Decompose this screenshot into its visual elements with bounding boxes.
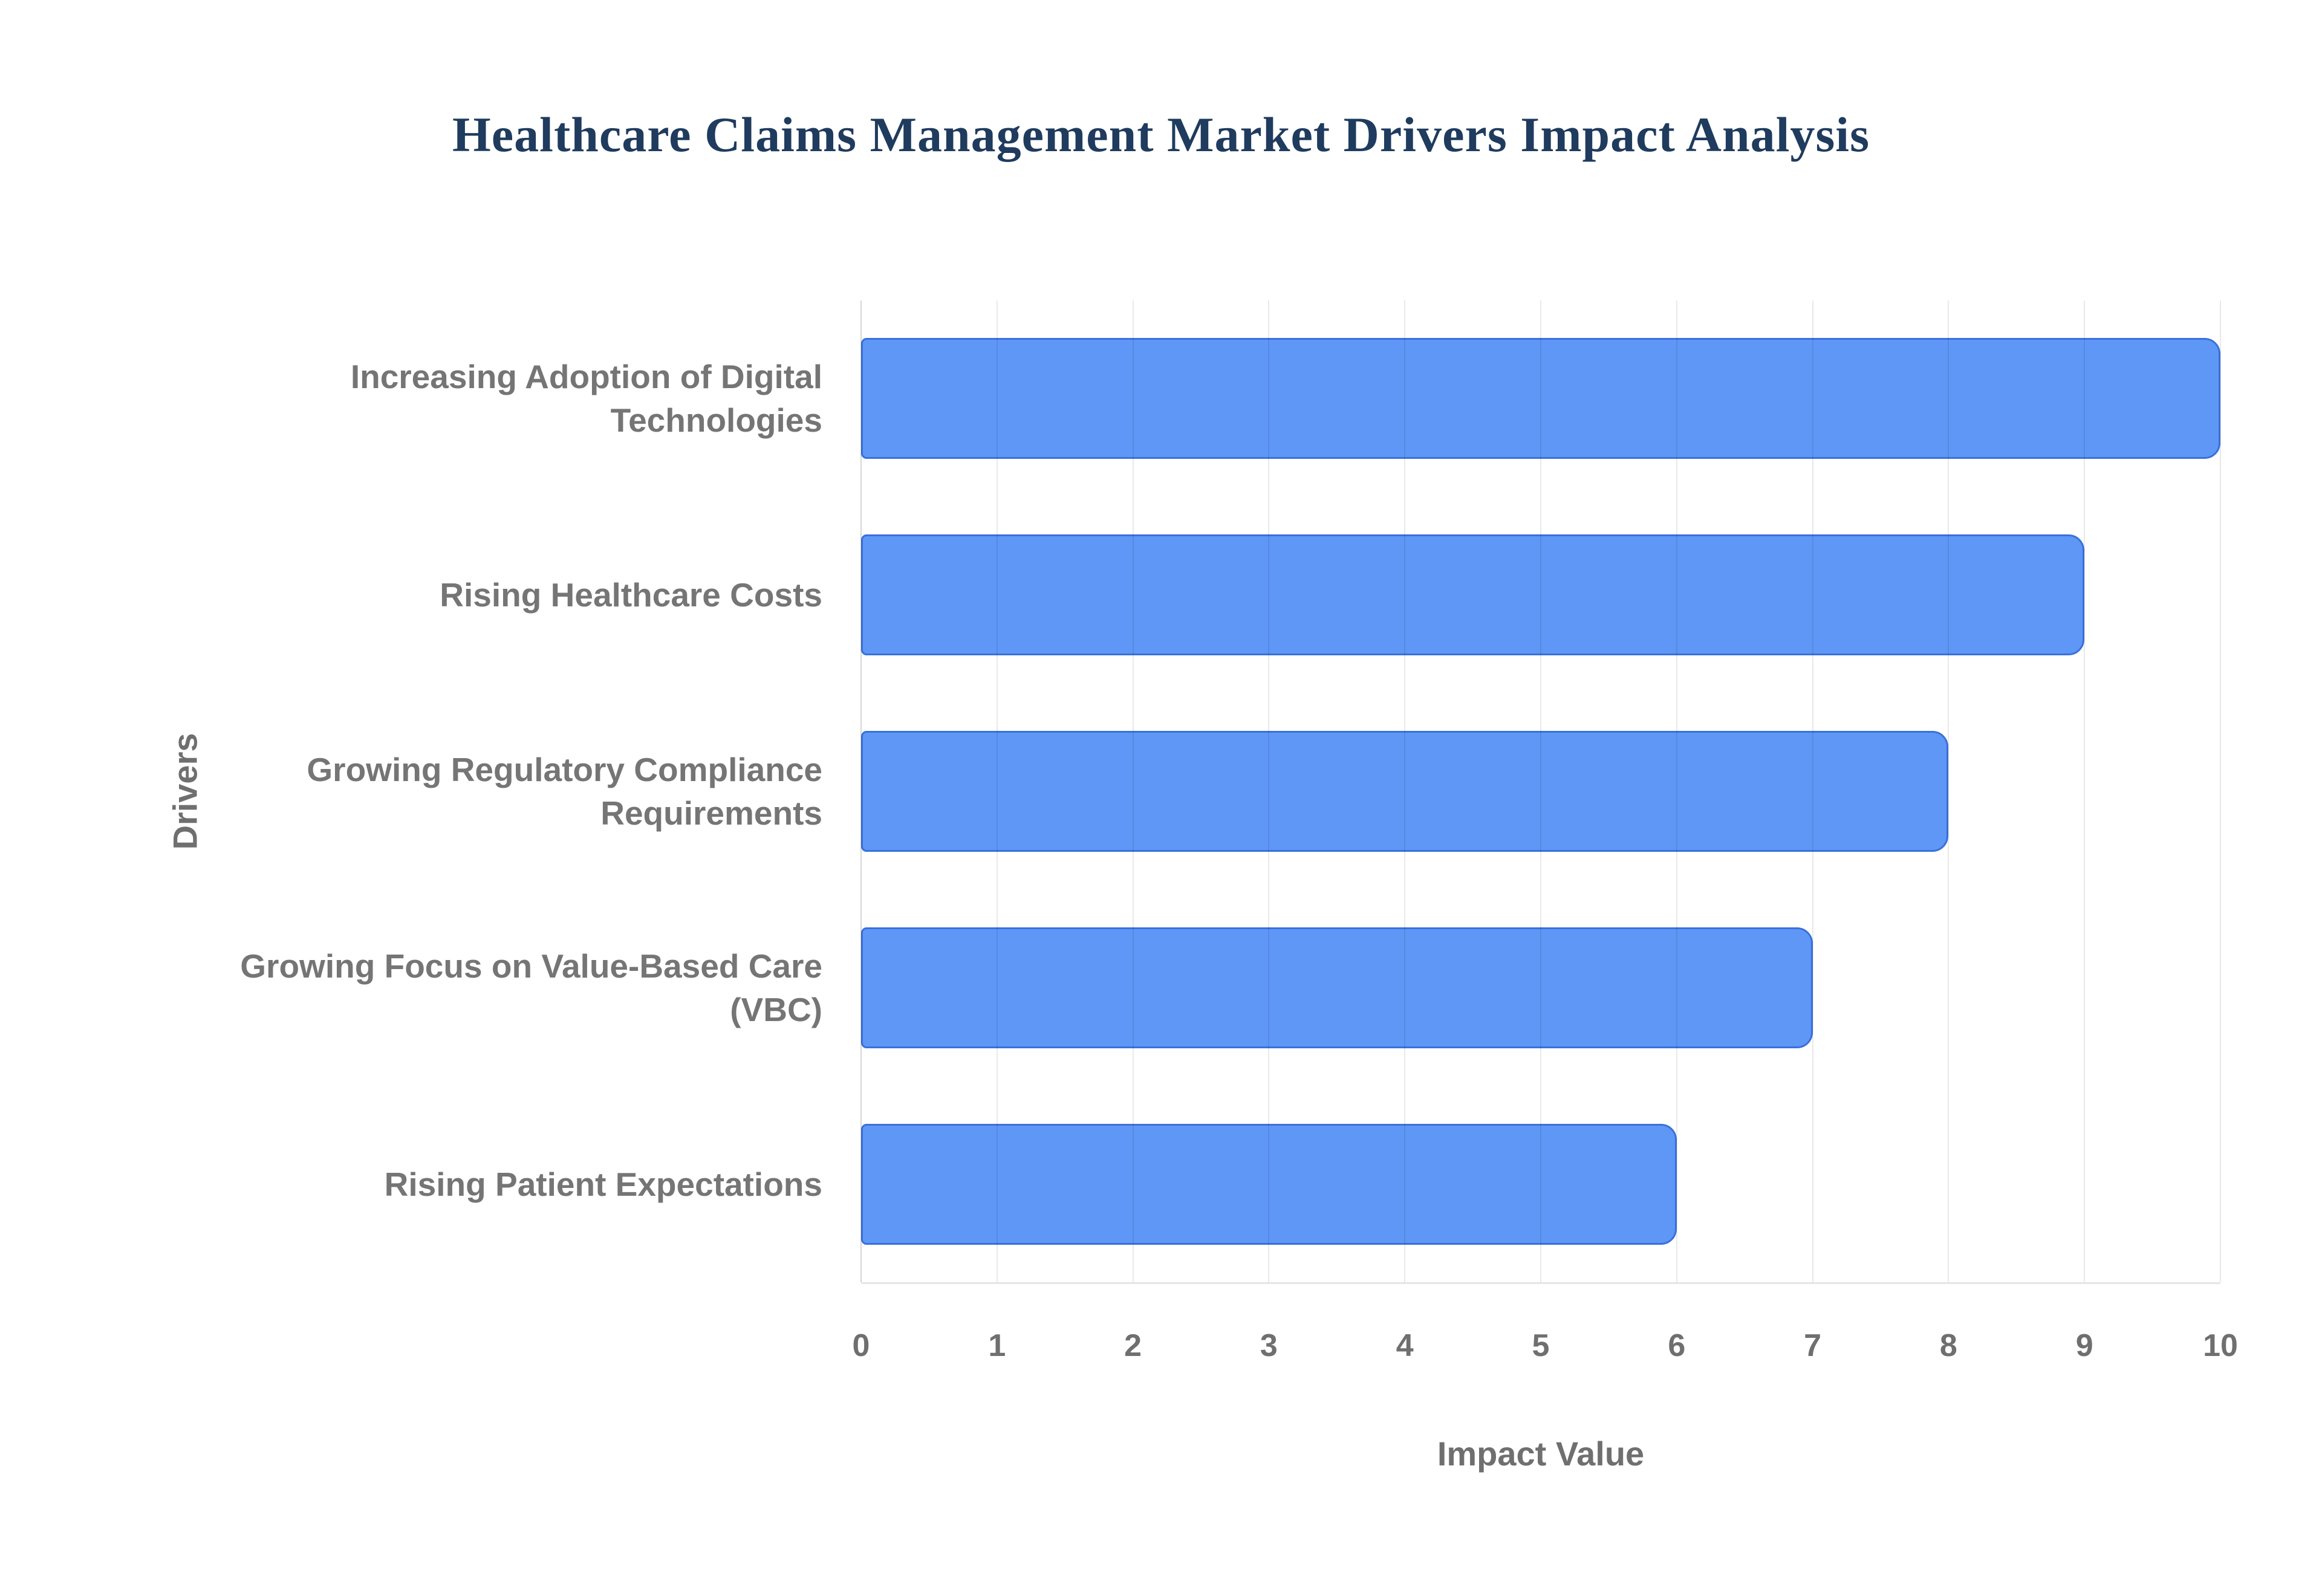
- x-axis-title: Impact Value: [1437, 1435, 1645, 1473]
- category-label-2: Rising Healthcare Costs: [440, 576, 822, 614]
- gridline-x-2: [1132, 300, 1134, 1282]
- plot-area: [860, 300, 2221, 1284]
- x-tick-label-7: 7: [1804, 1328, 1822, 1363]
- gridline-x-9: [2084, 300, 2086, 1282]
- category-label-1: Increasing Adoption of Digital Technolog…: [350, 358, 822, 440]
- bar-1: [861, 338, 2220, 459]
- bar-5: [861, 1123, 1677, 1245]
- category-label-3: Growing Regulatory Compliance Requiremen…: [307, 751, 822, 832]
- x-tick-label-1: 1: [988, 1328, 1006, 1363]
- gridline-x-4: [1404, 300, 1406, 1282]
- gridline-x-5: [1540, 300, 1541, 1282]
- gridline-x-7: [1812, 300, 1813, 1282]
- x-tick-label-6: 6: [1668, 1328, 1686, 1363]
- x-tick-label-2: 2: [1124, 1328, 1142, 1363]
- category-label-5: Rising Patient Expectations: [384, 1165, 822, 1203]
- bar-3: [861, 731, 1949, 852]
- x-tick-label-5: 5: [1532, 1328, 1550, 1363]
- gridline-x-1: [996, 300, 998, 1282]
- bar-2: [861, 534, 2085, 656]
- bar-4: [861, 927, 1813, 1048]
- x-tick-label-4: 4: [1396, 1328, 1414, 1363]
- gridline-x-3: [1268, 300, 1270, 1282]
- gridline-x-8: [1948, 300, 1950, 1282]
- x-tick-label-9: 9: [2075, 1328, 2093, 1363]
- x-tick-label-8: 8: [1939, 1328, 1957, 1363]
- x-tick-label-10: 10: [2203, 1328, 2238, 1363]
- gridline-x-0: [860, 300, 862, 1282]
- y-axis-title: Drivers: [166, 733, 204, 850]
- gridline-x-6: [1676, 300, 1677, 1282]
- chart-title: Healthcare Claims Management Market Driv…: [452, 107, 1870, 162]
- category-label-4: Growing Focus on Value-Based Care (VBC): [240, 947, 822, 1028]
- x-tick-label-0: 0: [852, 1328, 870, 1363]
- x-tick-label-3: 3: [1260, 1328, 1278, 1363]
- gridline-x-10: [2220, 300, 2221, 1282]
